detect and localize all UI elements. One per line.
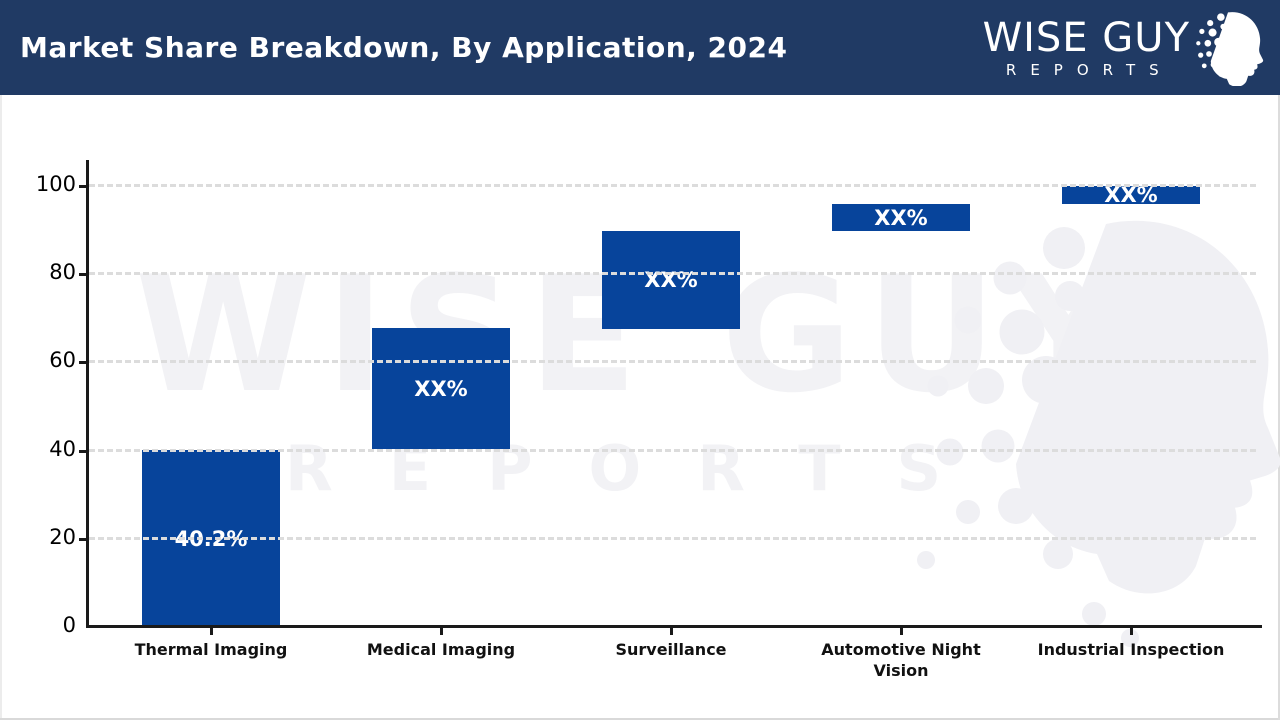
x-category-label: Thermal Imaging (134, 640, 288, 659)
brand-subname: REPORTS (1005, 60, 1173, 79)
y-tick-label: 60 (49, 348, 76, 372)
bar-surveillance: XX% (602, 231, 740, 329)
y-tick (79, 450, 86, 453)
brand-logo: WISE GUY REPORTS (983, 8, 1264, 88)
bar-industrial-inspection: XX% (1062, 183, 1200, 207)
page-title: Market Share Breakdown, By Application, … (20, 31, 788, 64)
x-category-label: Medical Imaging (366, 640, 516, 659)
watermark-head-icon (917, 220, 1280, 647)
bar-automotive-night-vision: XX% (832, 204, 970, 231)
gridline-100 (89, 184, 1256, 187)
x-tick (440, 628, 443, 635)
bar-value-label: XX% (414, 376, 468, 401)
y-tick (79, 538, 86, 541)
x-tick (670, 628, 673, 635)
x-category-label: Automotive Night Vision (821, 640, 981, 680)
y-tick-label: 100 (35, 172, 76, 196)
gridline-20 (89, 537, 1256, 540)
x-category-label: Surveillance (615, 640, 727, 659)
x-axis-line (86, 625, 1262, 628)
y-tick (79, 185, 86, 188)
brand-logo-text: WISE GUY REPORTS (983, 18, 1190, 79)
bar-value-label: XX% (874, 205, 928, 230)
y-axis-line (86, 160, 89, 627)
bar-medical-imaging: XX% (372, 328, 510, 449)
x-tick (210, 628, 213, 635)
x-tick (1130, 628, 1133, 635)
y-tick-label: 40 (49, 437, 76, 461)
brand-name: WISE GUY (982, 14, 1190, 61)
y-tick (79, 361, 86, 364)
x-tick (900, 628, 903, 635)
y-tick (79, 273, 86, 276)
y-tick-label: 80 (49, 260, 76, 284)
gridline-40 (89, 449, 1256, 452)
y-tick-label: 0 (62, 613, 76, 637)
bar-value-label: XX% (1104, 183, 1158, 207)
y-tick-label: 20 (49, 525, 76, 549)
gridline-60 (89, 360, 1256, 363)
dotted-head-profile-icon (1196, 12, 1264, 86)
header-band: Market Share Breakdown, By Application, … (0, 0, 1280, 95)
x-category-label: Industrial Inspection (1037, 640, 1225, 659)
gridline-80 (89, 272, 1256, 275)
